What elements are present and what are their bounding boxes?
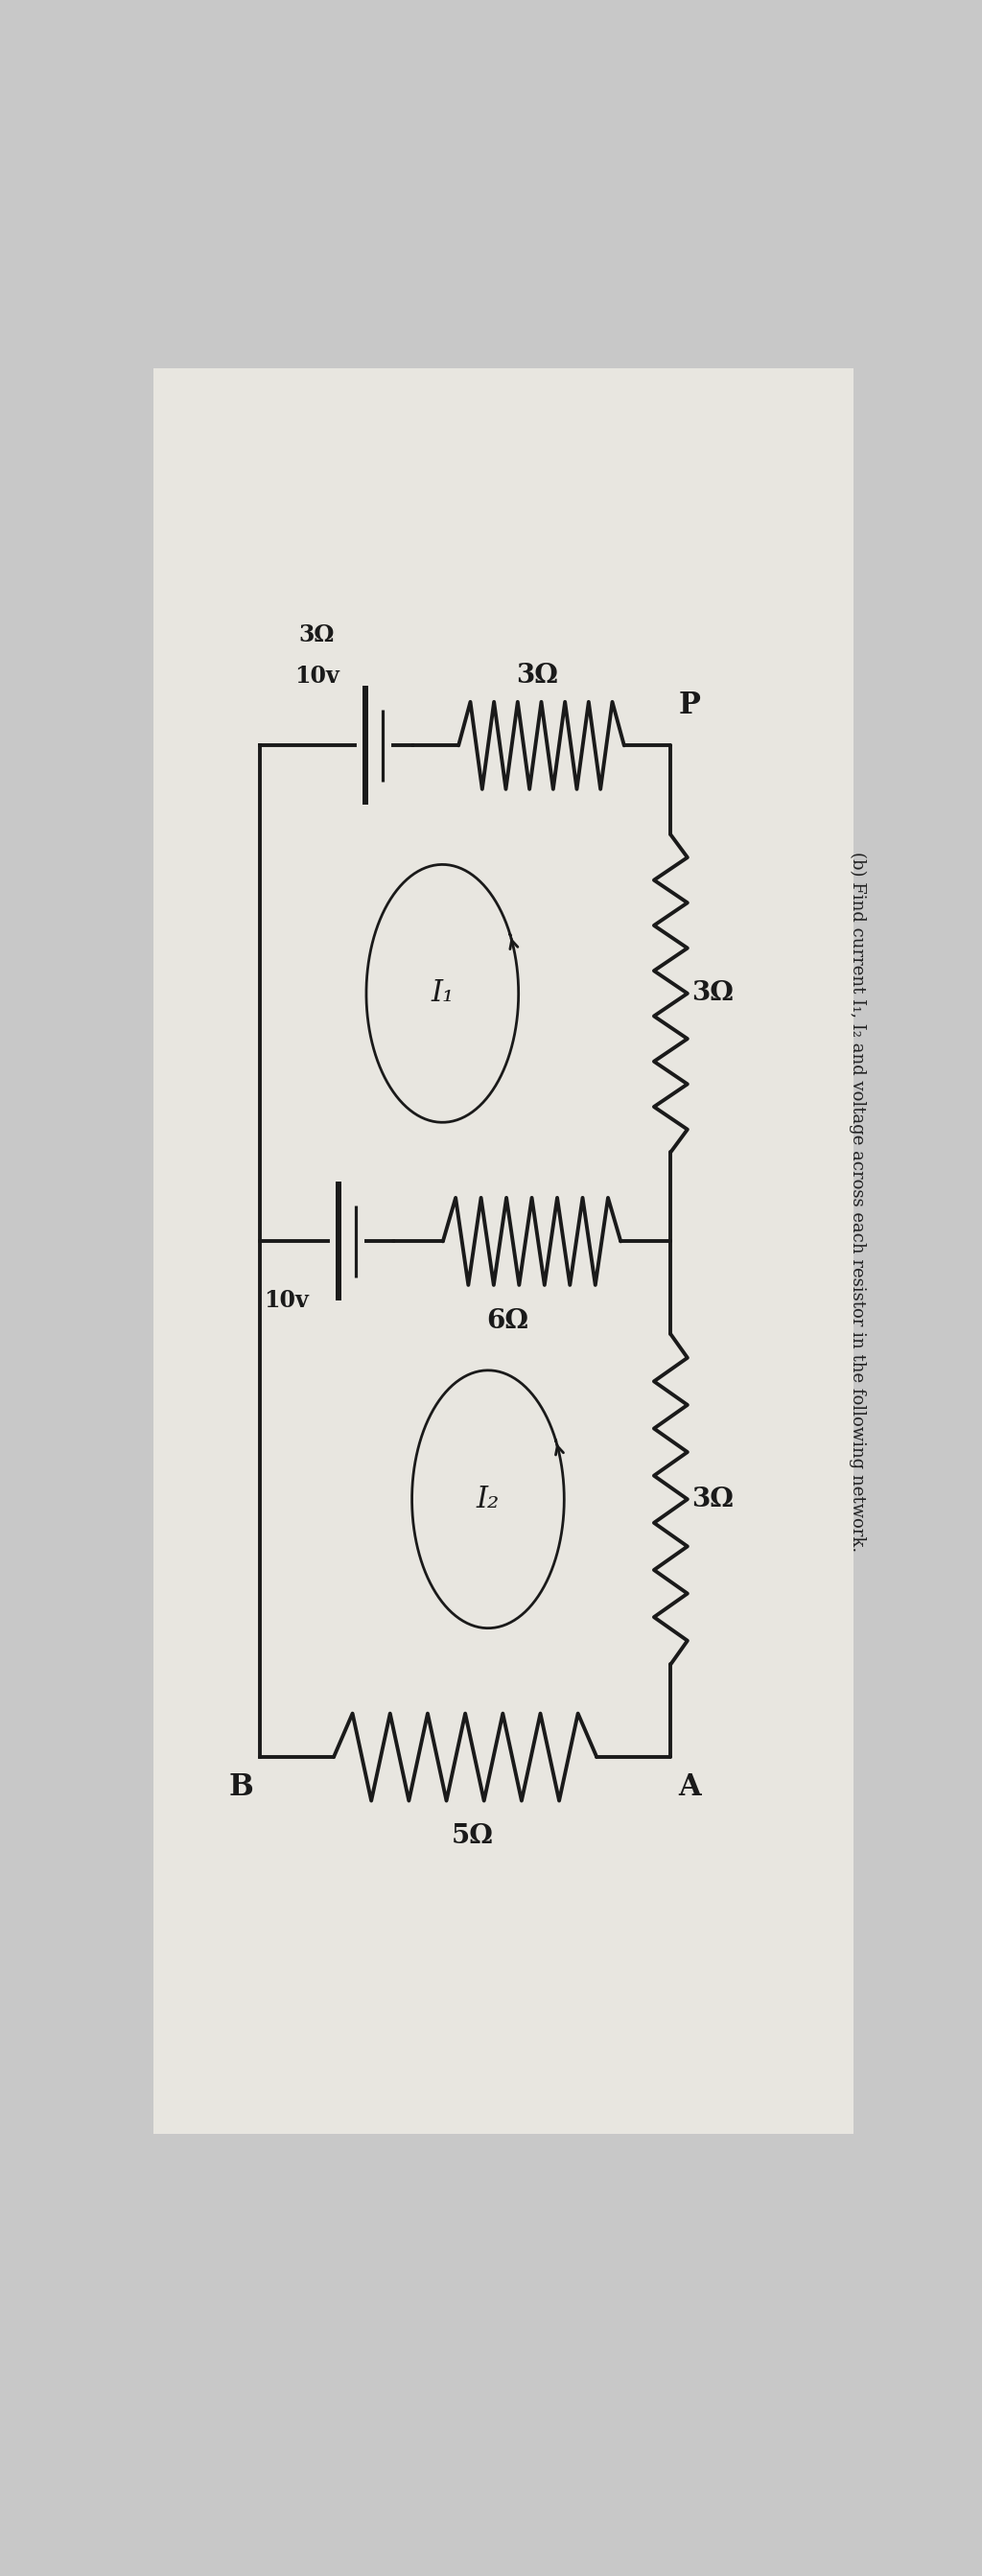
Text: B: B: [229, 1772, 253, 1801]
Text: I₂: I₂: [476, 1484, 500, 1515]
Polygon shape: [153, 368, 853, 2133]
Text: 6Ω: 6Ω: [486, 1309, 528, 1334]
Text: 10v: 10v: [264, 1291, 308, 1311]
Text: 3Ω: 3Ω: [691, 1486, 734, 1512]
Text: 3Ω: 3Ω: [691, 981, 734, 1007]
Text: 3Ω: 3Ω: [517, 662, 559, 688]
Text: P: P: [679, 690, 701, 721]
Text: (b) Find current I₁, I₂ and voltage across each resistor in the following networ: (b) Find current I₁, I₂ and voltage acro…: [848, 853, 866, 1551]
Text: 5Ω: 5Ω: [452, 1824, 494, 1850]
Text: A: A: [679, 1772, 701, 1801]
Text: 3Ω: 3Ω: [299, 623, 335, 647]
Text: 10v: 10v: [295, 665, 339, 688]
Text: I₁: I₁: [431, 979, 454, 1007]
